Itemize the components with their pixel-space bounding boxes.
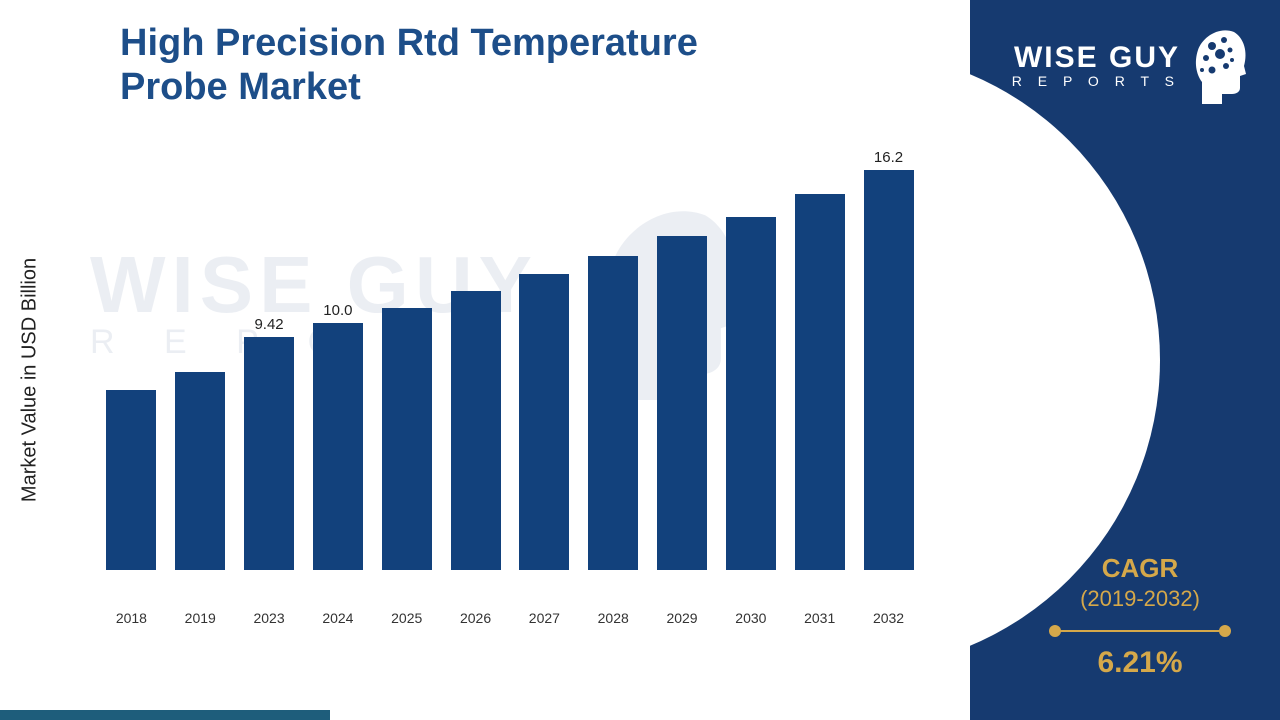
cagr-box: CAGR (2019-2032) 6.21% [1030,553,1250,680]
bar [657,236,707,570]
bar [451,291,501,570]
page-title: High Precision Rtd Temperature Probe Mar… [120,22,780,109]
bar [588,256,638,570]
y-axis-label: Market Value in USD Billion [19,258,42,502]
bar [313,323,363,570]
cagr-range: (2019-2032) [1030,586,1250,612]
bar-value-label: 9.42 [254,316,283,337]
bar-wrap [725,150,776,570]
x-tick: 2019 [175,600,226,626]
bar-value-label: 10.0 [323,302,352,323]
bar-wrap: 16.2 [863,150,914,570]
x-tick: 2024 [312,600,363,626]
x-axis: 2018 2019 2023 2024 2025 2026 2027 2028 2029 2030… [100,600,920,626]
bar-wrap [794,150,845,570]
x-tick: 2032 [863,600,914,626]
cagr-divider [1055,630,1225,632]
x-tick: 2028 [588,600,639,626]
bar-wrap [588,150,639,570]
cagr-value: 6.21% [1030,646,1250,680]
bar-wrap [381,150,432,570]
bar [244,337,294,570]
bar-chart: Market Value in USD Billion 9.4210.016.2… [60,140,930,620]
x-tick: 2018 [106,600,157,626]
bar-wrap [175,150,226,570]
plot-area: 9.42 10.0 16.2 [100,150,920,570]
x-tick: 2029 [657,600,708,626]
infographic-canvas: WISE GUY R E P O R T S High Precision Rt… [0,0,1280,720]
bar [382,308,432,570]
bar-wrap: 10.0 [312,150,363,570]
bar [726,217,776,570]
bar-value-label: 16.2 [874,149,903,170]
logo-sub-text: R E P O R T S [1012,73,1180,89]
brand-logo: WISE GUY R E P O R T S [985,20,1250,110]
bar [175,372,225,570]
x-tick: 2027 [519,600,570,626]
x-tick: 2023 [244,600,295,626]
bar-wrap [519,150,570,570]
x-tick: 2026 [450,600,501,626]
x-tick: 2025 [381,600,432,626]
bar-wrap [106,150,157,570]
logo-main-text: WISE GUY [1012,41,1180,75]
bar [519,274,569,570]
bottom-accent-bar [0,710,330,720]
bar-wrap: 9.42 [244,150,295,570]
bar [864,170,914,570]
bar-wrap [450,150,501,570]
bar [106,390,156,570]
x-tick: 2031 [794,600,845,626]
cagr-label: CAGR [1030,553,1250,584]
bar-wrap [657,150,708,570]
bar [795,194,845,570]
ai-head-icon [1188,26,1250,104]
x-tick: 2030 [725,600,776,626]
bars-container: 9.42 10.0 16.2 [100,150,920,570]
